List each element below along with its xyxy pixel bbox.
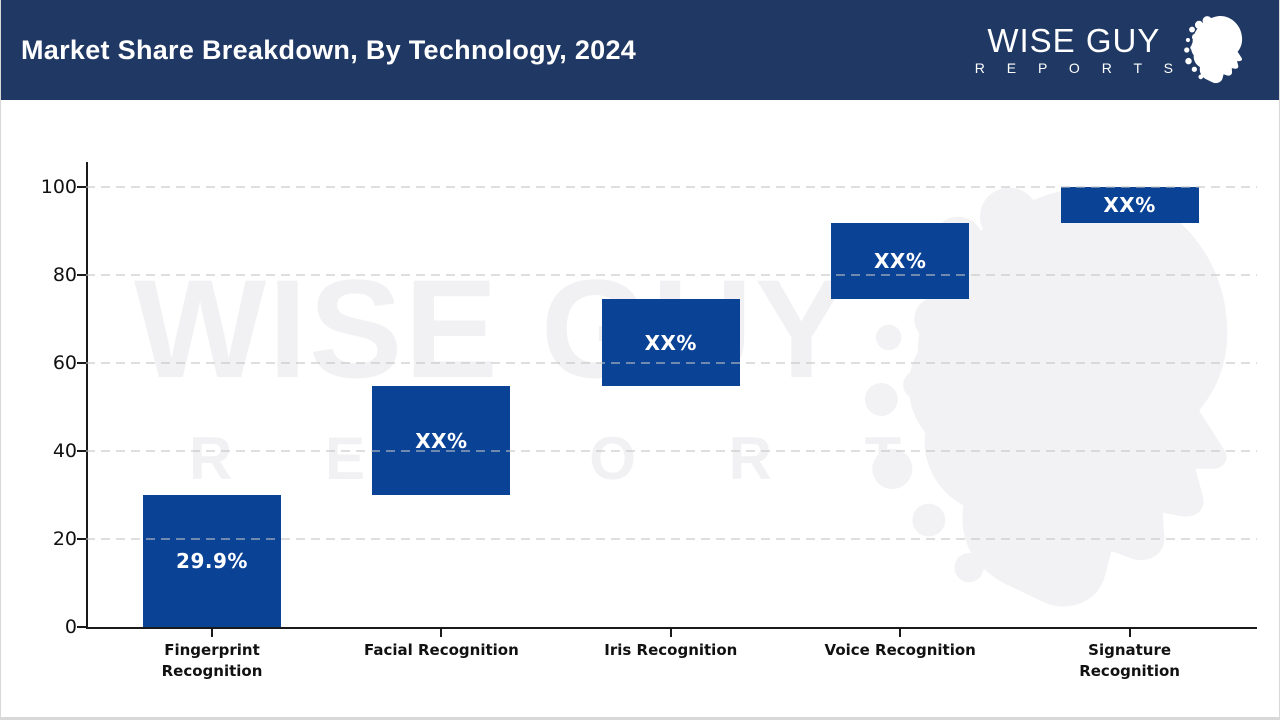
x-axis-line (86, 627, 1257, 629)
x-axis-category-label: Fingerprint Recognition (161, 641, 263, 680)
y-axis-tickmark (77, 450, 86, 452)
bar-segment: XX% (372, 385, 511, 496)
bar-value-label: 29.9% (176, 549, 248, 574)
page-title: Market Share Breakdown, By Technology, 2… (21, 34, 637, 65)
y-axis-tick-label: 100 (40, 176, 77, 198)
x-axis-category-label: Iris Recognition (604, 641, 738, 659)
bar-segment: 29.9% (143, 495, 281, 627)
x-axis-tickmark (669, 628, 672, 637)
y-gridline (86, 450, 1257, 452)
y-axis-line (86, 162, 88, 629)
y-axis-tickmark (77, 362, 86, 364)
logo-head-icon (1175, 12, 1257, 88)
bar-segment: XX% (601, 299, 740, 386)
x-axis-category-label: Signature Recognition (1079, 641, 1180, 680)
y-gridline (86, 362, 1257, 364)
bar-value-label: XX% (873, 249, 927, 274)
x-axis-tickmark (440, 628, 443, 637)
header-bar: Market Share Breakdown, By Technology, 2… (1, 0, 1279, 100)
logo-text: WISE GUY R E P O R T S (975, 21, 1173, 76)
y-axis-tickmark (77, 274, 86, 276)
logo-subtitle: R E P O R T S (974, 60, 1182, 77)
x-axis-category-label: Voice Recognition (824, 641, 976, 659)
x-axis-category-label: Facial Recognition (363, 641, 519, 659)
x-axis-tickmark (211, 628, 213, 637)
y-axis-tickmark (77, 186, 86, 188)
bar-value-label: XX% (415, 428, 468, 453)
y-axis-tickmark (77, 538, 86, 540)
y-gridline (86, 274, 1257, 276)
x-axis-tickmark (1128, 628, 1131, 637)
y-gridline (86, 186, 1257, 188)
bar-segment: XX% (1060, 187, 1199, 224)
y-axis-tick-label: 0 (64, 616, 77, 638)
y-axis-tick-label: 40 (52, 440, 77, 462)
y-axis-tick-label: 60 (52, 352, 77, 374)
y-gridline (86, 538, 1257, 540)
bar-value-label: XX% (1103, 193, 1156, 218)
y-axis-tickmark (77, 626, 86, 628)
x-axis-tickmark (899, 628, 902, 637)
logo-wordmark: WISE GUY (987, 21, 1161, 59)
bar-value-label: XX% (644, 330, 697, 355)
bar-segment: XX% (831, 223, 970, 300)
y-axis-tick-label: 80 (52, 264, 77, 286)
wiseguy-logo: WISE GUY R E P O R T S (975, 12, 1257, 88)
y-axis-tick-label: 20 (52, 528, 77, 550)
